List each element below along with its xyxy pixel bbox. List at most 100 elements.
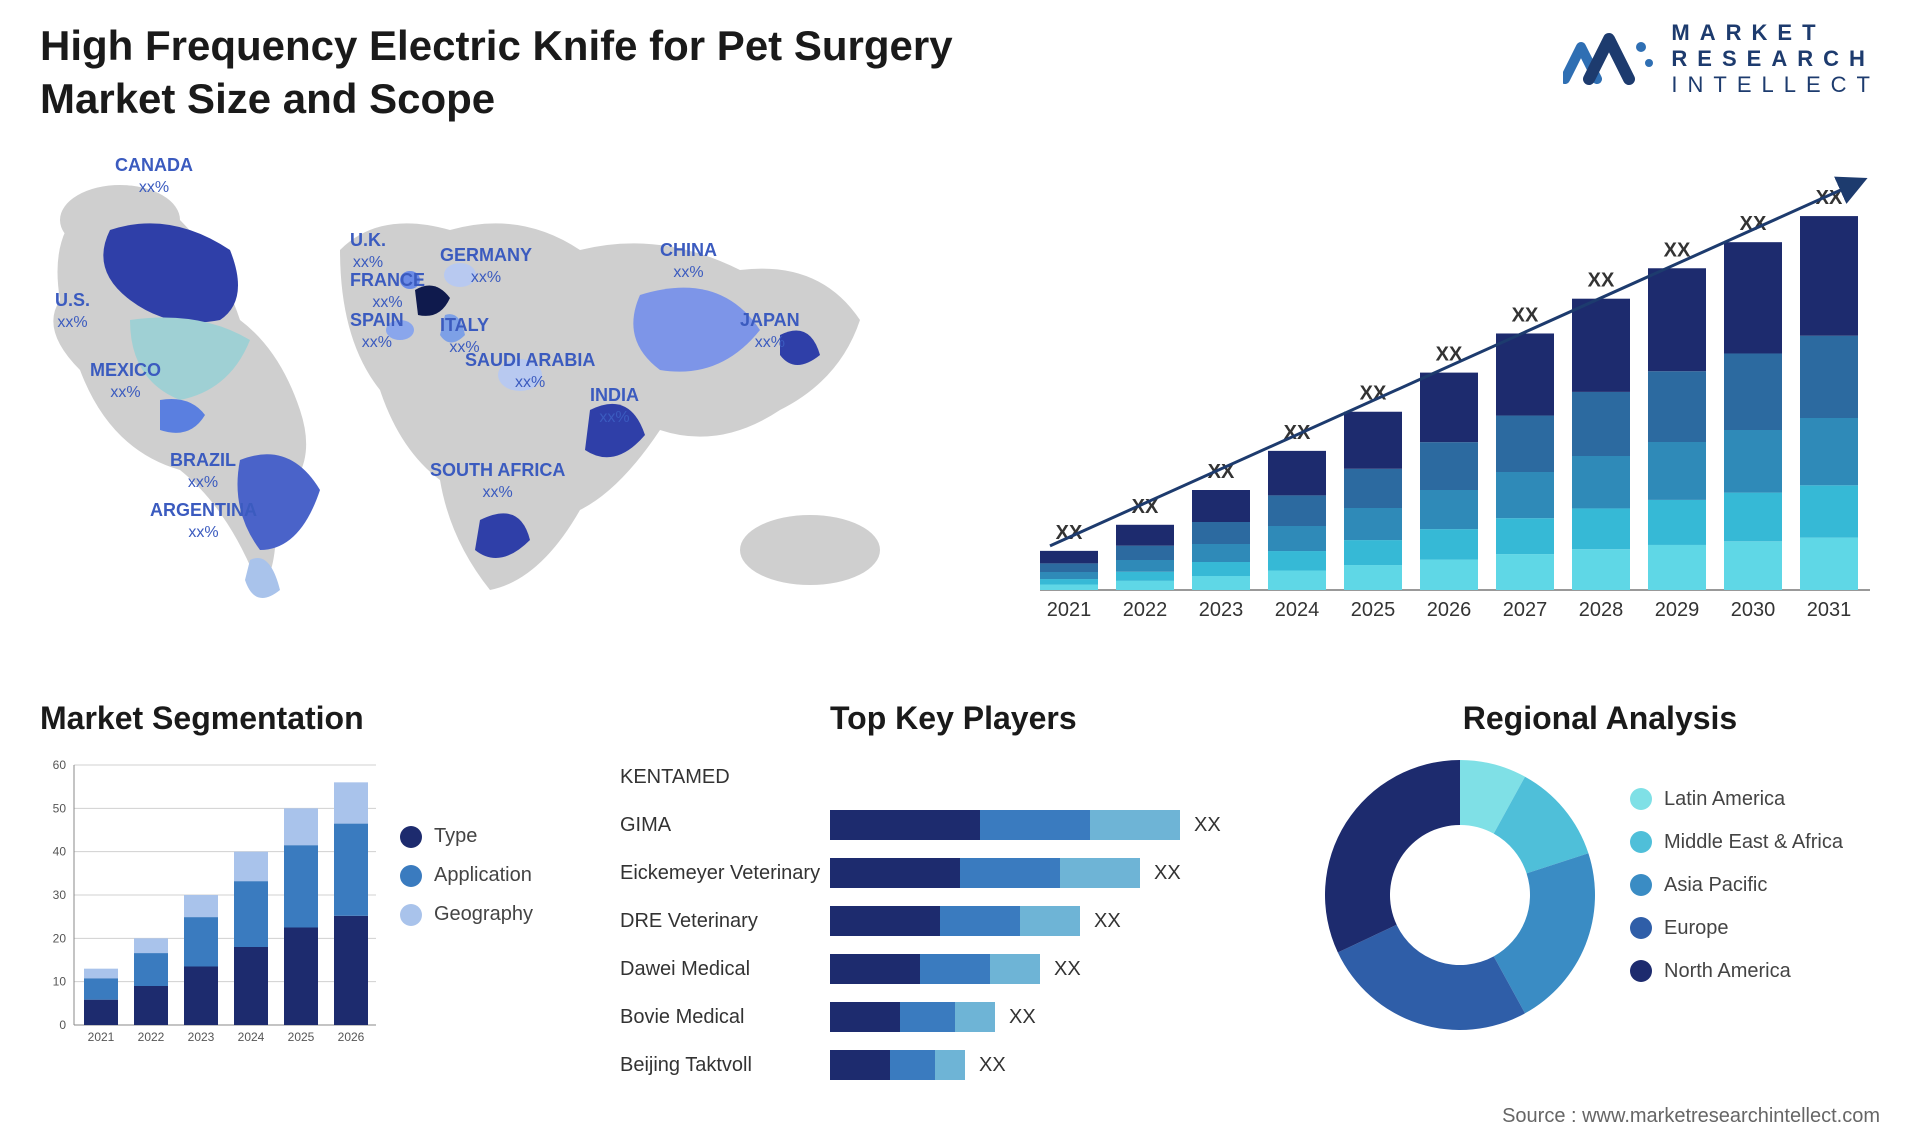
map-label-brazil: BRAZILxx% <box>170 450 236 492</box>
key-player-value: XX <box>1154 862 1181 885</box>
key-player-bar <box>830 1002 995 1032</box>
svg-text:2022: 2022 <box>138 1030 165 1044</box>
map-label-france: FRANCExx% <box>350 270 425 312</box>
key-player-name: DRE Veterinary <box>620 910 830 933</box>
svg-text:2024: 2024 <box>1275 599 1320 621</box>
key-player-name: KENTAMED <box>620 766 830 789</box>
regional-legend-item: North America <box>1630 960 1843 983</box>
map-label-saudi-arabia: SAUDI ARABIAxx% <box>465 350 595 392</box>
legend-swatch <box>1630 874 1652 896</box>
key-player-name: Beijing Taktvoll <box>620 1054 830 1077</box>
svg-text:2031: 2031 <box>1807 599 1852 621</box>
key-player-bar-segment <box>980 810 1090 840</box>
logo-line-2: RESEARCH <box>1671 46 1880 72</box>
key-player-bar-segment <box>920 954 990 984</box>
key-player-bar-segment <box>1020 906 1080 936</box>
key-player-bar-segment <box>1090 810 1180 840</box>
legend-label: Asia Pacific <box>1664 874 1767 897</box>
key-player-value: XX <box>1194 814 1221 837</box>
svg-text:10: 10 <box>53 975 67 989</box>
svg-text:0: 0 <box>59 1018 66 1032</box>
svg-text:2021: 2021 <box>1047 599 1092 621</box>
legend-swatch <box>1630 788 1652 810</box>
key-player-row: KENTAMED <box>620 755 1270 799</box>
svg-text:2022: 2022 <box>1123 599 1168 621</box>
svg-text:60: 60 <box>53 758 67 772</box>
key-players-list: KENTAMED GIMA XX Eickemeyer Veterinary XX DRE… <box>620 755 1270 1087</box>
regional-legend-item: Latin America <box>1630 788 1843 811</box>
map-label-u.s.: U.S.xx% <box>55 290 90 332</box>
legend-label: Latin America <box>1664 788 1785 811</box>
seg-legend-item: Geography <box>400 903 533 926</box>
map-label-mexico: MEXICOxx% <box>90 360 161 402</box>
key-player-bar <box>830 954 1040 984</box>
world-map: CANADAxx%U.S.xx%MEXICOxx%BRAZILxx%ARGENT… <box>20 150 920 650</box>
segmentation-chart: 0102030405060202120222023202420252026 <box>40 755 380 1055</box>
map-label-india: INDIAxx% <box>590 385 639 427</box>
key-player-bar <box>830 810 1180 840</box>
key-player-row: Eickemeyer Veterinary XX <box>620 851 1270 895</box>
regional-legend-item: Asia Pacific <box>1630 874 1843 897</box>
key-player-bar-segment <box>1060 858 1140 888</box>
map-label-japan: JAPANxx% <box>740 310 800 352</box>
legend-label: Application <box>434 864 532 887</box>
key-player-name: Eickemeyer Veterinary <box>620 862 830 885</box>
map-label-south-africa: SOUTH AFRICAxx% <box>430 460 565 502</box>
segmentation-section: Market Segmentation 01020304050602021202… <box>40 700 600 1060</box>
segmentation-title: Market Segmentation <box>40 700 600 737</box>
key-player-bar-segment <box>830 954 920 984</box>
key-player-bar-segment <box>955 1002 995 1032</box>
svg-text:2025: 2025 <box>288 1030 315 1044</box>
legend-label: North America <box>1664 960 1791 983</box>
svg-text:2029: 2029 <box>1655 599 1700 621</box>
map-label-canada: CANADAxx% <box>115 155 193 197</box>
regional-section: Regional Analysis Latin AmericaMiddle Ea… <box>1320 700 1880 1060</box>
key-player-bar-segment <box>830 810 980 840</box>
growth-bar-svg: XX2021XX2022XX2023XX2024XX2025XX2026XX20… <box>1020 170 1880 630</box>
key-player-bar-segment <box>830 906 940 936</box>
logo-line-1: MARKET <box>1671 20 1880 46</box>
regional-title: Regional Analysis <box>1320 700 1880 737</box>
svg-text:2026: 2026 <box>1427 599 1472 621</box>
svg-text:2023: 2023 <box>188 1030 215 1044</box>
svg-text:20: 20 <box>53 931 67 945</box>
svg-text:XX: XX <box>1588 270 1615 292</box>
logo-icon <box>1563 29 1653 89</box>
key-player-bar <box>830 906 1080 936</box>
svg-text:XX: XX <box>1512 304 1539 326</box>
legend-swatch <box>1630 960 1652 982</box>
seg-legend-item: Application <box>400 864 533 887</box>
key-player-bar-segment <box>890 1050 935 1080</box>
svg-text:50: 50 <box>53 801 67 815</box>
brand-logo: MARKET RESEARCH INTELLECT <box>1563 20 1880 98</box>
key-player-bar-segment <box>935 1050 965 1080</box>
key-player-bar-segment <box>830 858 960 888</box>
regional-legend-item: Europe <box>1630 917 1843 940</box>
key-player-bar-segment <box>990 954 1040 984</box>
svg-text:2023: 2023 <box>1199 599 1244 621</box>
legend-label: Europe <box>1664 917 1729 940</box>
key-player-name: GIMA <box>620 814 830 837</box>
svg-text:30: 30 <box>53 888 67 902</box>
legend-label: Geography <box>434 903 533 926</box>
logo-line-3: INTELLECT <box>1671 72 1880 98</box>
key-player-bar <box>830 1050 965 1080</box>
key-player-value: XX <box>1054 958 1081 981</box>
key-players-section: Top Key Players KENTAMEDGIMAXXEickemeyer… <box>620 700 1270 1060</box>
svg-text:2021: 2021 <box>88 1030 115 1044</box>
key-player-bar-segment <box>830 1002 900 1032</box>
svg-text:XX: XX <box>1284 422 1311 444</box>
legend-swatch <box>1630 917 1652 939</box>
key-player-bar-segment <box>940 906 1020 936</box>
key-player-value: XX <box>1094 910 1121 933</box>
legend-swatch <box>400 865 422 887</box>
map-label-germany: GERMANYxx% <box>440 245 532 287</box>
key-player-row: Dawei MedicalXX <box>620 947 1270 991</box>
logo-text: MARKET RESEARCH INTELLECT <box>1671 20 1880 98</box>
regional-legend: Latin AmericaMiddle East & AfricaAsia Pa… <box>1630 788 1843 1003</box>
seg-legend-item: Type <box>400 825 533 848</box>
map-label-spain: SPAINxx% <box>350 310 404 352</box>
key-player-row: GIMA XX <box>620 803 1270 847</box>
map-label-china: CHINAxx% <box>660 240 717 282</box>
key-player-row: Beijing TaktvollXX <box>620 1043 1270 1087</box>
